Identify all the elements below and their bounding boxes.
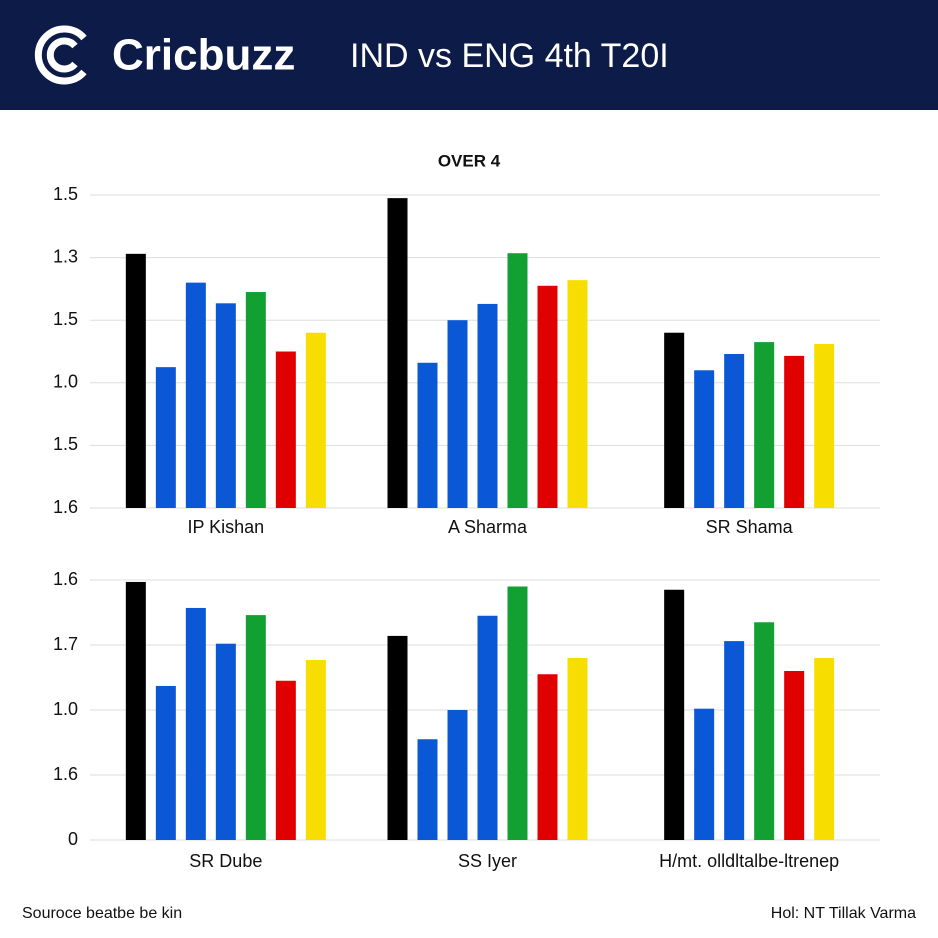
x-tick-label: SR Shama: [706, 517, 794, 537]
bar: [694, 370, 715, 508]
x-tick-label: H/mt. olldltalbe-ltrenep: [659, 851, 839, 871]
bar: [724, 354, 745, 508]
bar: [507, 253, 528, 508]
bar: [724, 641, 745, 840]
bar: [245, 615, 266, 840]
header-title: IND vs ENG 4th T20I: [350, 37, 669, 75]
bar: [305, 332, 326, 508]
bar: [387, 198, 408, 508]
bar: [215, 643, 236, 840]
y-tick-label: 1.6: [53, 569, 78, 589]
y-tick-label: 1.6: [53, 764, 78, 784]
bar: [814, 343, 835, 508]
source: Souroce beatbe be kin: [22, 905, 182, 922]
bar: [275, 351, 296, 508]
bar: [694, 708, 715, 840]
y-tick-label: 1.5: [53, 434, 78, 454]
bar: [447, 710, 468, 840]
bar: [155, 367, 176, 508]
bar: [567, 280, 588, 508]
bar: [754, 342, 775, 508]
bar: [537, 285, 558, 508]
chart-title: OVER 4: [438, 151, 501, 170]
bar: [507, 586, 528, 840]
bar: [125, 581, 146, 840]
y-tick-label: 1.0: [53, 372, 78, 392]
bar: [477, 615, 498, 840]
bar: [784, 671, 805, 840]
bar: [245, 292, 266, 508]
bar: [567, 658, 588, 840]
y-tick-label: 1.5: [53, 309, 78, 329]
bar: [537, 674, 558, 840]
bar: [447, 320, 468, 508]
x-tick-label: A Sharma: [448, 517, 528, 537]
bar: [305, 659, 326, 840]
bar: [754, 622, 775, 840]
y-tick-label: 0: [68, 829, 78, 849]
bar: [664, 332, 685, 508]
bar: [814, 658, 835, 840]
bar: [784, 355, 805, 508]
bar: [275, 680, 296, 840]
logo-text: Cricbuzz: [112, 31, 295, 80]
y-tick-label: 1.7: [53, 634, 78, 654]
bar: [664, 589, 685, 840]
y-tick-label: 1.5: [53, 184, 78, 204]
bar: [387, 635, 408, 840]
x-tick-label: SS Iyer: [458, 851, 517, 871]
bar: [215, 303, 236, 508]
y-tick-label: 1.3: [53, 246, 78, 266]
y-tick-label: 1.0: [53, 699, 78, 719]
bar: [417, 739, 438, 840]
bar: [155, 685, 176, 840]
logo-icon: [34, 25, 87, 85]
note: Hol: NT Tillak Varma: [771, 905, 916, 922]
bar: [185, 607, 206, 840]
header-bar: [0, 0, 938, 110]
x-tick-label: SR Dube: [189, 851, 262, 871]
bar: [185, 282, 206, 508]
x-tick-label: IP Kishan: [187, 517, 264, 537]
bar: [125, 253, 146, 508]
y-tick-label: 1.6: [53, 497, 78, 517]
bar: [477, 303, 498, 508]
bar: [417, 362, 438, 508]
